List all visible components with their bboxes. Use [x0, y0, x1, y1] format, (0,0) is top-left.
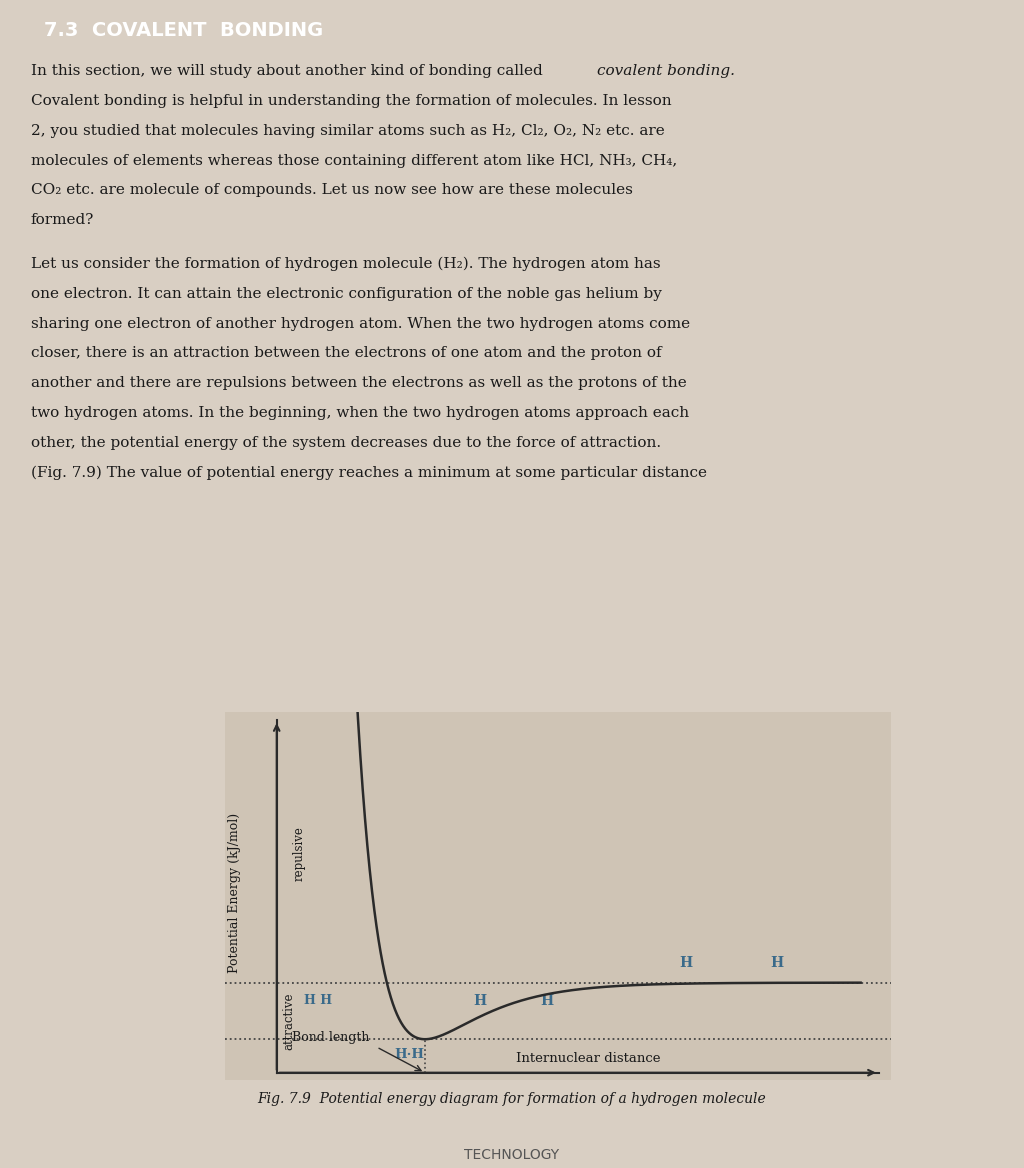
Text: H: H [679, 955, 692, 969]
Text: Let us consider the formation of hydrogen molecule (H₂). The hydrogen atom has: Let us consider the formation of hydroge… [31, 257, 660, 271]
Text: H·H: H·H [394, 1048, 425, 1062]
Text: attractive: attractive [283, 993, 295, 1050]
Text: formed?: formed? [31, 213, 94, 227]
Text: Internuclear distance: Internuclear distance [516, 1052, 660, 1065]
Text: H: H [540, 994, 553, 1008]
Text: H: H [473, 994, 486, 1008]
Text: two hydrogen atoms. In the beginning, when the two hydrogen atoms approach each: two hydrogen atoms. In the beginning, wh… [31, 405, 689, 419]
Text: other, the potential energy of the system decreases due to the force of attracti: other, the potential energy of the syste… [31, 436, 660, 450]
Text: Bond length: Bond length [292, 1031, 370, 1044]
Text: 2, you studied that molecules having similar atoms such as H₂, Cl₂, O₂, N₂ etc. : 2, you studied that molecules having sim… [31, 124, 665, 138]
Text: H: H [770, 955, 783, 969]
Text: another and there are repulsions between the electrons as well as the protons of: another and there are repulsions between… [31, 376, 686, 390]
Text: one electron. It can attain the electronic configuration of the noble gas helium: one electron. It can attain the electron… [31, 286, 662, 300]
Text: TECHNOLOGY: TECHNOLOGY [465, 1148, 559, 1162]
Text: H H: H H [304, 994, 332, 1007]
Text: In this section, we will study about another kind of bonding called: In this section, we will study about ano… [31, 64, 548, 78]
Text: closer, there is an attraction between the electrons of one atom and the proton : closer, there is an attraction between t… [31, 346, 662, 360]
Text: repulsive: repulsive [293, 827, 305, 882]
Text: Covalent bonding is helpful in understanding the formation of molecules. In less: Covalent bonding is helpful in understan… [31, 95, 672, 107]
Text: (Fig. 7.9) The value of potential energy reaches a minimum at some particular di: (Fig. 7.9) The value of potential energy… [31, 465, 707, 480]
Text: CO₂ etc. are molecule of compounds. Let us now see how are these molecules: CO₂ etc. are molecule of compounds. Let … [31, 183, 633, 197]
Text: Fig. 7.9  Potential energy diagram for formation of a hydrogen molecule: Fig. 7.9 Potential energy diagram for fo… [258, 1092, 766, 1106]
Text: 7.3  COVALENT  BONDING: 7.3 COVALENT BONDING [44, 21, 324, 40]
Text: molecules of elements whereas those containing different atom like HCl, NH₃, CH₄: molecules of elements whereas those cont… [31, 154, 677, 167]
Text: Potential Energy (kJ/mol): Potential Energy (kJ/mol) [228, 813, 241, 973]
Text: covalent bonding.: covalent bonding. [597, 64, 735, 78]
Text: sharing one electron of another hydrogen atom. When the two hydrogen atoms come: sharing one electron of another hydrogen… [31, 317, 690, 331]
